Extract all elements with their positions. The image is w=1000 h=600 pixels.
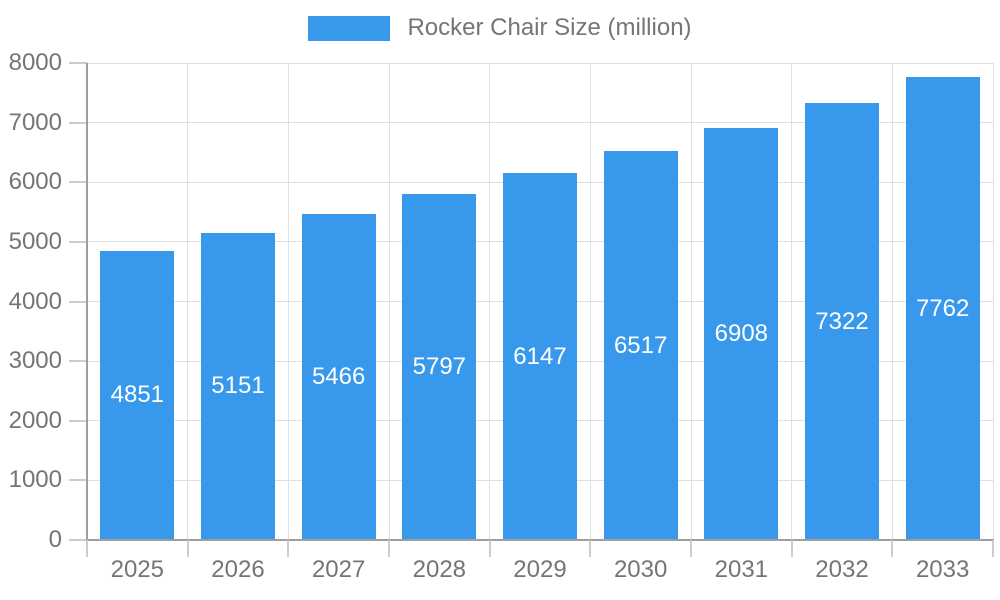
x-axis-tick bbox=[86, 540, 88, 557]
bar: 6147 bbox=[503, 173, 577, 540]
x-axis-label: 2027 bbox=[311, 556, 366, 583]
bar: 5466 bbox=[301, 214, 376, 540]
y-axis-tick bbox=[69, 181, 87, 184]
x-gridline bbox=[992, 63, 994, 540]
bar-value-label: 6908 bbox=[714, 320, 769, 348]
y-axis-tick bbox=[69, 240, 87, 243]
y-axis-line bbox=[86, 63, 88, 541]
bar-value-label: 6517 bbox=[613, 331, 668, 359]
plot-area: 0 1000 2000 3000 4000 5000 6000 7000 8000 4851 515… bbox=[9, 50, 994, 583]
y-axis-label: 1000 bbox=[8, 466, 62, 494]
x-gridline bbox=[589, 63, 591, 540]
bar-value-label: 5466 bbox=[311, 363, 366, 391]
bar: 6908 bbox=[704, 128, 779, 540]
x-axis-label: 2031 bbox=[714, 556, 769, 583]
x-axis-label: 2033 bbox=[915, 556, 970, 583]
bar-value-label: 7762 bbox=[915, 294, 970, 322]
x-axis-tick bbox=[287, 540, 290, 557]
bar-value-label: 7322 bbox=[815, 307, 869, 335]
y-axis-label: 2000 bbox=[8, 406, 62, 434]
x-axis-label: 2029 bbox=[513, 556, 567, 583]
x-gridline bbox=[489, 63, 491, 540]
x-axis-tick bbox=[891, 540, 894, 557]
x-gridline bbox=[388, 63, 390, 540]
bar-value-label: 4851 bbox=[110, 381, 165, 409]
y-axis-tick bbox=[69, 360, 87, 363]
x-axis-label: 2030 bbox=[613, 556, 668, 583]
legend-label: Rocker Chair Size (million) bbox=[407, 14, 692, 41]
y-axis-tick bbox=[69, 121, 87, 124]
bar: 5797 bbox=[402, 194, 477, 540]
y-axis-tick bbox=[69, 479, 87, 482]
x-axis-line bbox=[86, 539, 994, 541]
y-axis-label: 8000 bbox=[8, 49, 62, 76]
x-gridline bbox=[690, 63, 692, 540]
x-axis-label: 2032 bbox=[815, 556, 869, 583]
y-axis-tick bbox=[69, 539, 87, 541]
x-axis-tick bbox=[690, 540, 692, 557]
bar: 5151 bbox=[201, 232, 275, 540]
bar: 4851 bbox=[100, 250, 175, 540]
bar-value-label: 5797 bbox=[412, 353, 467, 381]
x-axis-tick bbox=[186, 540, 189, 557]
y-axis-tick bbox=[69, 62, 87, 64]
x-axis-label: 2026 bbox=[211, 556, 265, 583]
y-axis-label: 7000 bbox=[8, 108, 62, 136]
y-axis-label: 4000 bbox=[8, 287, 62, 315]
x-axis-label: 2025 bbox=[110, 556, 165, 583]
y-axis-tick bbox=[69, 300, 87, 303]
y-axis-tick bbox=[69, 419, 87, 422]
x-axis-tick bbox=[790, 540, 793, 557]
y-gridline bbox=[87, 62, 993, 64]
y-axis-label: 6000 bbox=[8, 168, 62, 196]
bar-value-label: 5151 bbox=[211, 372, 265, 400]
bar: 7762 bbox=[905, 77, 980, 540]
x-gridline bbox=[187, 63, 189, 540]
bar: 7322 bbox=[805, 103, 879, 540]
y-axis-label: 5000 bbox=[8, 227, 62, 255]
x-gridline bbox=[287, 63, 289, 540]
x-axis-label: 2028 bbox=[412, 556, 467, 583]
bar-value-label: 6147 bbox=[513, 342, 567, 370]
x-axis-tick bbox=[589, 540, 592, 557]
x-axis-tick bbox=[388, 540, 390, 557]
legend[interactable]: Rocker Chair Size (million) bbox=[0, 13, 1000, 43]
x-gridline bbox=[791, 63, 793, 540]
y-axis-label: 0 bbox=[48, 526, 62, 553]
x-gridline bbox=[891, 63, 893, 540]
bar: 6517 bbox=[603, 151, 678, 540]
x-axis-tick bbox=[488, 540, 491, 557]
legend-swatch bbox=[308, 15, 391, 41]
y-axis-label: 3000 bbox=[8, 347, 62, 375]
x-axis-tick bbox=[992, 540, 994, 557]
y-gridline bbox=[87, 122, 993, 124]
